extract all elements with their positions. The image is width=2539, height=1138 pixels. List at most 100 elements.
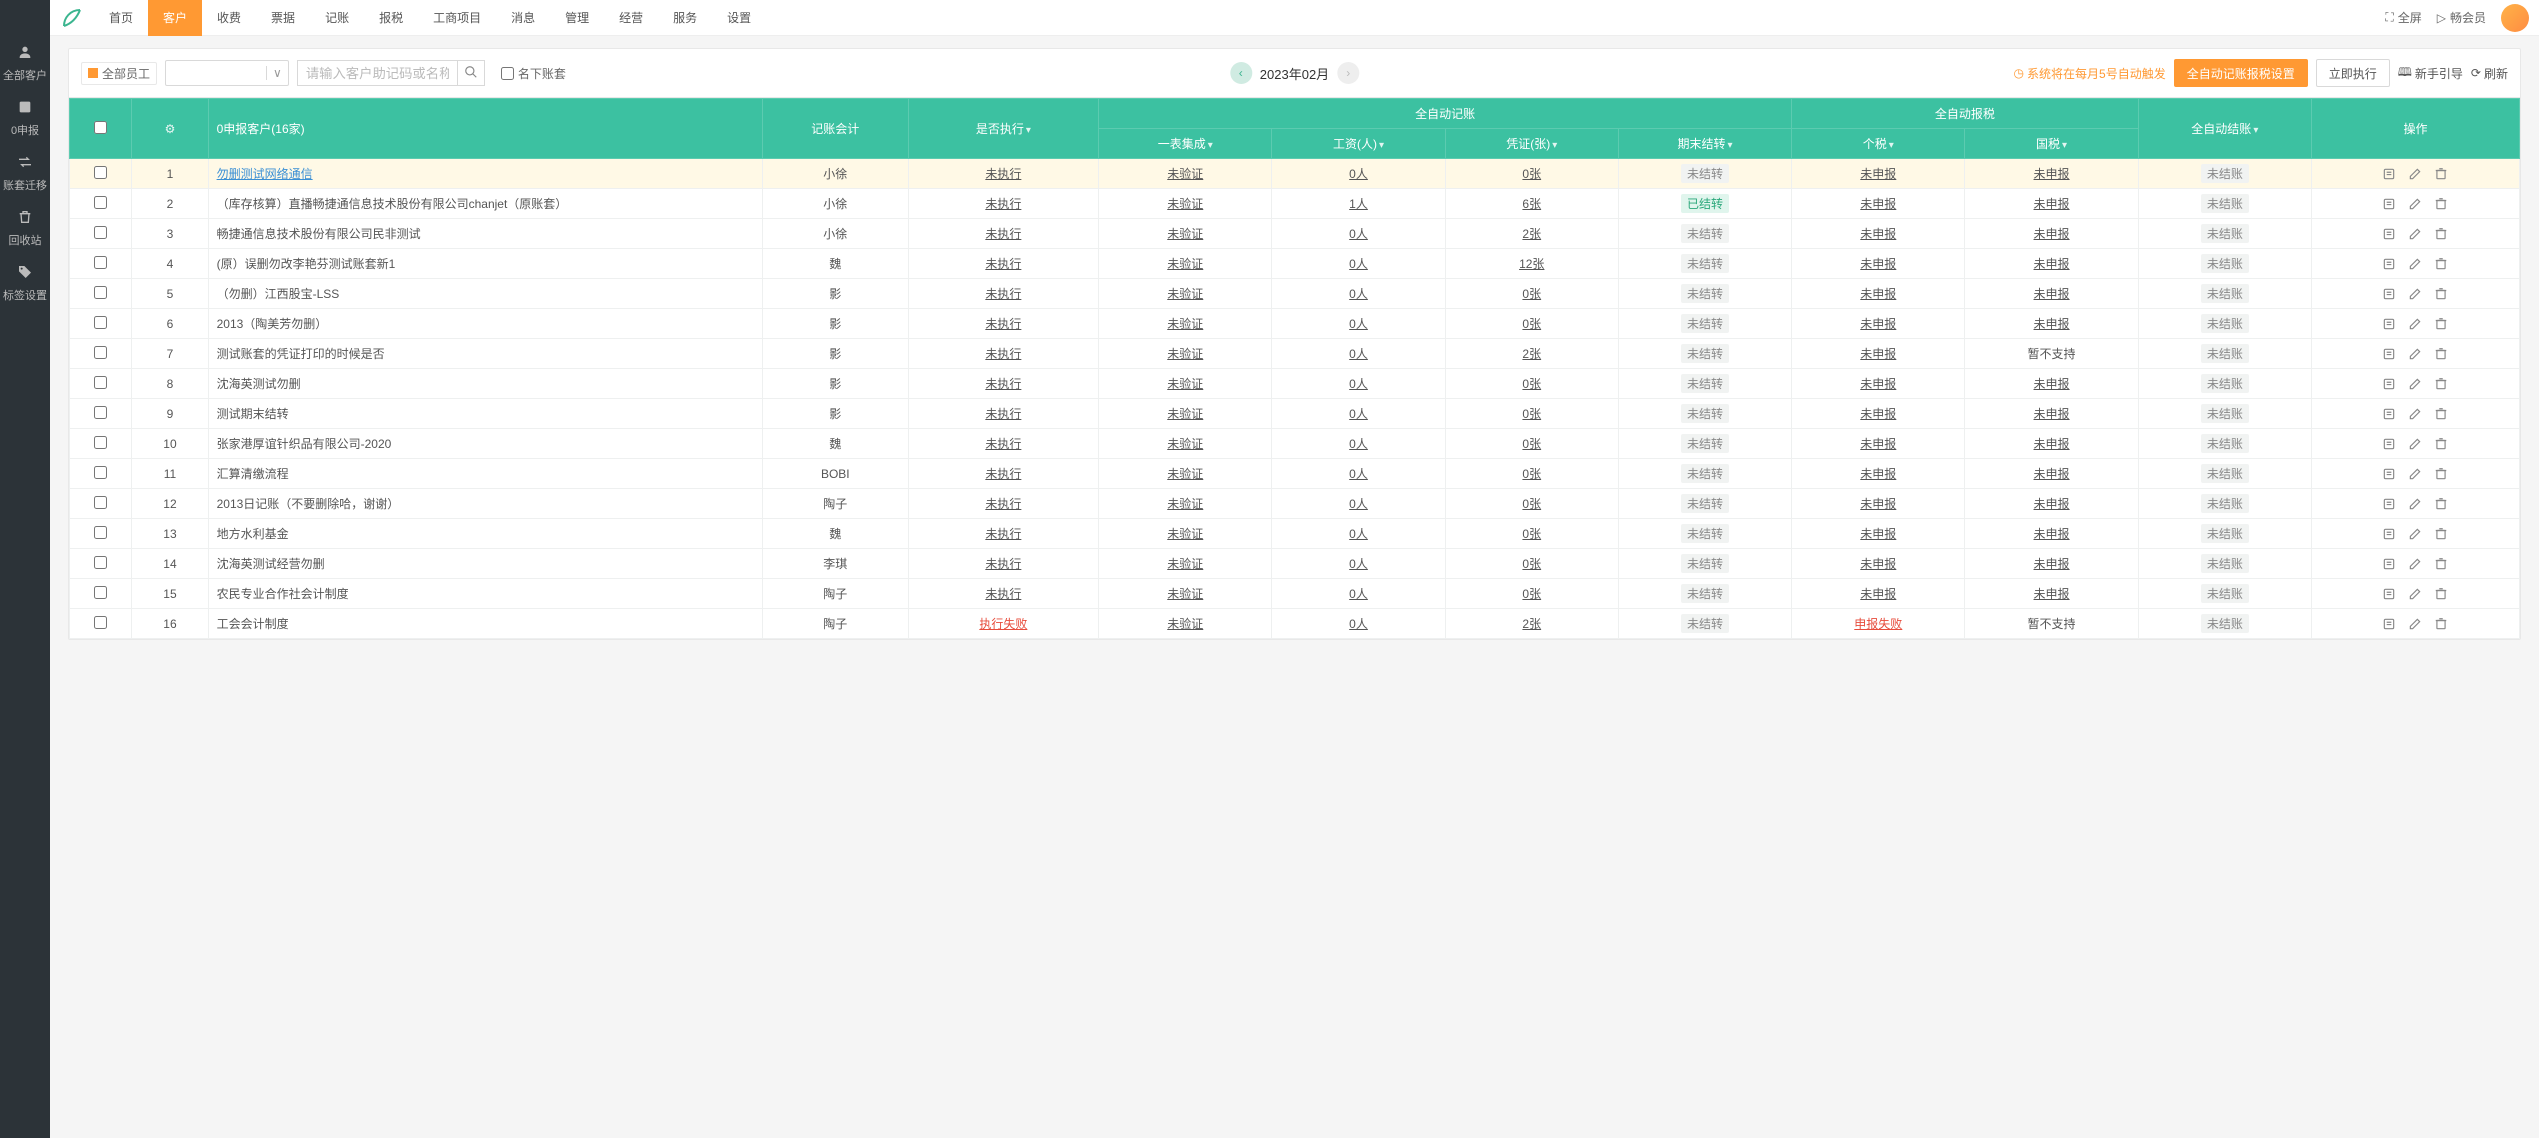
cell-ptax[interactable]: 未申报	[1860, 585, 1896, 602]
cell-set[interactable]: 未验证	[1167, 435, 1203, 452]
cell-salary[interactable]: 0人	[1349, 435, 1368, 452]
cell-close[interactable]: 未结转	[1681, 374, 1729, 393]
cell-voucher[interactable]: 12张	[1519, 255, 1544, 272]
row-checkbox[interactable]	[94, 346, 107, 359]
cell-exec[interactable]: 未执行	[985, 165, 1021, 182]
row-checkbox[interactable]	[94, 436, 107, 449]
cell-exec[interactable]: 执行失败	[979, 615, 1027, 632]
view-icon[interactable]	[2382, 497, 2396, 511]
row-checkbox[interactable]	[94, 316, 107, 329]
cell-ntax[interactable]: 未申报	[2034, 495, 2070, 512]
cell-name[interactable]: 沈海英测试经营勿删	[208, 549, 762, 579]
view-icon[interactable]	[2382, 197, 2396, 211]
cell-name[interactable]: 工会会计制度	[208, 609, 762, 639]
cell-salary[interactable]: 0人	[1349, 255, 1368, 272]
cell-finish[interactable]: 未结账	[2201, 434, 2249, 453]
cell-ntax[interactable]: 未申报	[2034, 195, 2070, 212]
cell-voucher[interactable]: 0张	[1522, 585, 1541, 602]
cell-set[interactable]: 未验证	[1167, 255, 1203, 272]
cell-salary[interactable]: 0人	[1349, 495, 1368, 512]
staff-tag[interactable]: 全部员工	[81, 62, 157, 85]
cell-salary[interactable]: 0人	[1349, 285, 1368, 302]
cell-salary[interactable]: 0人	[1349, 345, 1368, 362]
row-checkbox[interactable]	[94, 616, 107, 629]
cell-set[interactable]: 未验证	[1167, 555, 1203, 572]
guide-button[interactable]: 🕮 新手引导	[2398, 63, 2463, 84]
edit-icon[interactable]	[2408, 287, 2422, 301]
cell-set[interactable]: 未验证	[1167, 525, 1203, 542]
cell-name[interactable]: 张家港厚谊针织品有限公司-2020	[208, 429, 762, 459]
cell-ptax[interactable]: 未申报	[1860, 465, 1896, 482]
search-button[interactable]	[457, 60, 485, 86]
cell-finish[interactable]: 未结账	[2201, 524, 2249, 543]
cell-finish[interactable]: 未结账	[2201, 374, 2249, 393]
cell-ptax[interactable]: 申报失败	[1854, 615, 1902, 632]
cell-salary[interactable]: 0人	[1349, 405, 1368, 422]
nav-item-6[interactable]: 工商项目	[418, 0, 496, 36]
row-checkbox[interactable]	[94, 256, 107, 269]
view-icon[interactable]	[2382, 617, 2396, 631]
edit-icon[interactable]	[2408, 617, 2422, 631]
row-checkbox[interactable]	[94, 226, 107, 239]
cell-close[interactable]: 已结转	[1681, 194, 1729, 213]
cell-set[interactable]: 未验证	[1167, 315, 1203, 332]
cell-salary[interactable]: 0人	[1349, 315, 1368, 332]
sidebar-item-trash[interactable]: 回收站	[0, 201, 50, 256]
cell-voucher[interactable]: 0张	[1522, 165, 1541, 182]
cell-salary[interactable]: 0人	[1349, 165, 1368, 182]
th-set[interactable]: 一表集成▾	[1099, 129, 1272, 159]
cell-salary[interactable]: 0人	[1349, 585, 1368, 602]
nav-item-7[interactable]: 消息	[496, 0, 550, 36]
cell-set[interactable]: 未验证	[1167, 585, 1203, 602]
row-checkbox[interactable]	[94, 556, 107, 569]
delete-icon[interactable]	[2434, 377, 2448, 391]
cell-set[interactable]: 未验证	[1167, 345, 1203, 362]
cell-close[interactable]: 未结转	[1681, 464, 1729, 483]
cell-name[interactable]: （勿删）江西股宝-LSS	[208, 279, 762, 309]
cell-ptax[interactable]: 未申报	[1860, 315, 1896, 332]
cell-exec[interactable]: 未执行	[985, 225, 1021, 242]
view-icon[interactable]	[2382, 347, 2396, 361]
under-name-checkbox[interactable]: 名下账套	[501, 65, 566, 82]
edit-icon[interactable]	[2408, 437, 2422, 451]
cell-close[interactable]: 未结转	[1681, 314, 1729, 333]
cell-exec[interactable]: 未执行	[985, 585, 1021, 602]
nav-item-3[interactable]: 票据	[256, 0, 310, 36]
refresh-button[interactable]: ⟳ 刷新	[2471, 65, 2508, 82]
edit-icon[interactable]	[2408, 377, 2422, 391]
cell-name[interactable]: 测试期末结转	[208, 399, 762, 429]
cell-salary[interactable]: 0人	[1349, 525, 1368, 542]
cell-ntax[interactable]: 未申报	[2034, 465, 2070, 482]
edit-icon[interactable]	[2408, 557, 2422, 571]
view-icon[interactable]	[2382, 227, 2396, 241]
cell-close[interactable]: 未结转	[1681, 164, 1729, 183]
edit-icon[interactable]	[2408, 257, 2422, 271]
nav-item-9[interactable]: 经营	[604, 0, 658, 36]
cell-finish[interactable]: 未结账	[2201, 284, 2249, 303]
edit-icon[interactable]	[2408, 227, 2422, 241]
cell-salary[interactable]: 0人	[1349, 375, 1368, 392]
view-icon[interactable]	[2382, 167, 2396, 181]
cell-ptax[interactable]: 未申报	[1860, 195, 1896, 212]
row-checkbox[interactable]	[94, 406, 107, 419]
cell-voucher[interactable]: 0张	[1522, 375, 1541, 392]
th-ntax[interactable]: 国税▾	[1965, 129, 2138, 159]
row-checkbox[interactable]	[94, 526, 107, 539]
cell-ntax[interactable]: 未申报	[2034, 165, 2070, 182]
cell-finish[interactable]: 未结账	[2201, 614, 2249, 633]
nav-item-10[interactable]: 服务	[658, 0, 712, 36]
cell-finish[interactable]: 未结账	[2201, 494, 2249, 513]
cell-set[interactable]: 未验证	[1167, 465, 1203, 482]
cell-ptax[interactable]: 未申报	[1860, 435, 1896, 452]
delete-icon[interactable]	[2434, 317, 2448, 331]
cell-name[interactable]: 沈海英测试勿删	[208, 369, 762, 399]
auto-setting-button[interactable]: 全自动记账报税设置	[2174, 59, 2308, 87]
cell-ptax[interactable]: 未申报	[1860, 165, 1896, 182]
nav-item-0[interactable]: 首页	[94, 0, 148, 36]
row-checkbox[interactable]	[94, 376, 107, 389]
cell-set[interactable]: 未验证	[1167, 375, 1203, 392]
cell-finish[interactable]: 未结账	[2201, 314, 2249, 333]
nav-item-5[interactable]: 报税	[364, 0, 418, 36]
member-link[interactable]: ▷ 畅会员	[2437, 9, 2486, 26]
cell-voucher[interactable]: 0张	[1522, 465, 1541, 482]
